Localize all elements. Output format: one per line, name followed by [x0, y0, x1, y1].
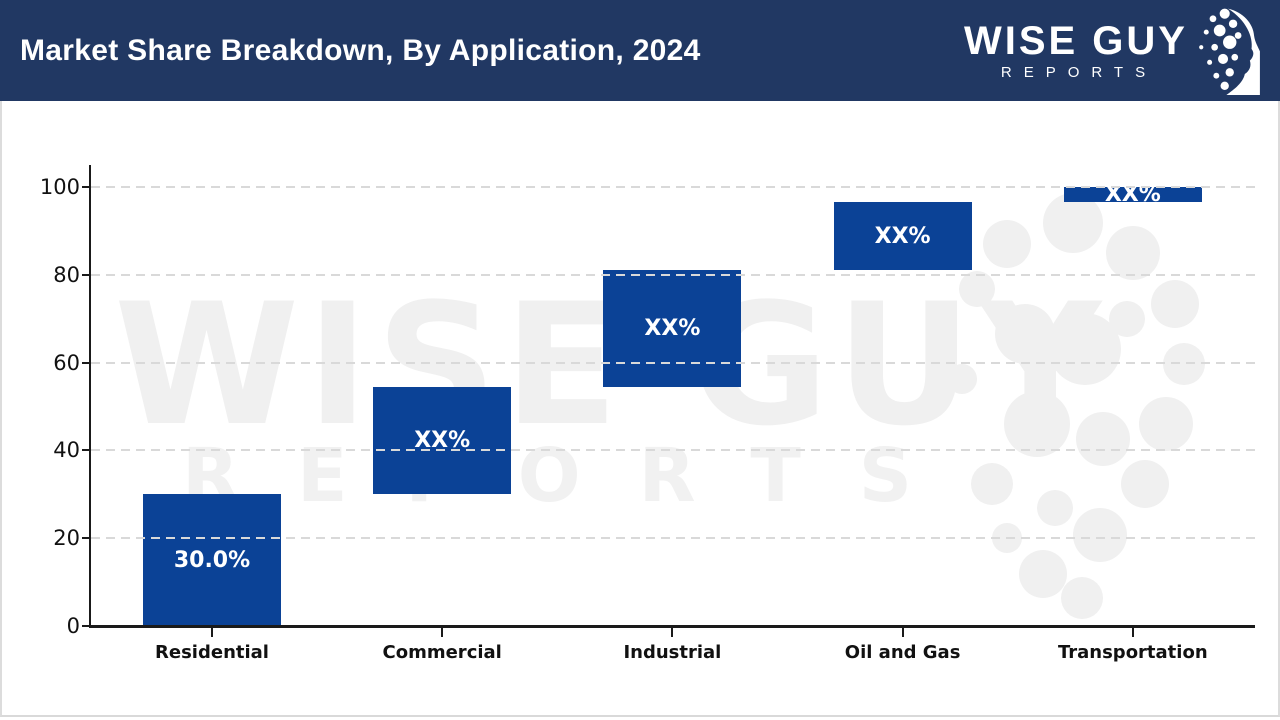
ytick-label: 0: [66, 614, 80, 638]
bar-value-label: 30.0%: [173, 547, 251, 573]
ytick-mark: [82, 361, 91, 364]
gridline-40: [91, 449, 1255, 452]
chart-container: WISE GUY REPORTS 0 20 40 60 80 100 30.0% Reside…: [0, 101, 1280, 717]
ytick-label: 20: [53, 526, 80, 551]
brand-logo: WISE GUY REPORTS: [964, 7, 1260, 95]
logo-name: WISE GUY: [963, 19, 1188, 63]
xtick-mark: [671, 628, 674, 637]
gridline-60: [91, 361, 1255, 364]
waterfall-chart: 0 20 40 60 80 100 30.0% Residential XX% Commercia…: [2, 101, 1278, 715]
ytick-mark: [82, 186, 91, 188]
xtick-label-1: Commercial: [382, 642, 502, 663]
xtick-label-2: Industrial: [623, 642, 722, 663]
ytick-label: 100: [39, 175, 80, 199]
ytick-label: 40: [53, 438, 80, 463]
xtick-label-3: Oil and Gas: [844, 642, 961, 663]
bar-industrial: XX%: [603, 270, 742, 387]
xtick-mark: [211, 628, 213, 637]
logo-face-icon: [1199, 8, 1260, 95]
page-title: Market Share Breakdown, By Application, …: [20, 33, 701, 67]
ytick-label: 60: [53, 350, 80, 375]
bar-transportation: XX%: [1063, 182, 1202, 207]
xtick-label-4: Transportation: [1057, 642, 1208, 663]
bar-value-label: XX%: [644, 316, 701, 342]
bar-residential: 30.0%: [143, 494, 281, 626]
x-axis-spine: [89, 625, 1255, 628]
xtick-mark: [1131, 628, 1134, 637]
ytick-mark: [82, 273, 91, 276]
bar-commercial: XX%: [373, 386, 512, 495]
watermark-face-icon: [947, 193, 1205, 619]
bar-value-label: XX%: [874, 223, 931, 249]
gridline-20: [91, 537, 1255, 540]
xtick-mark: [901, 628, 904, 637]
ytick-label: 80: [53, 262, 80, 287]
gridline-100: [91, 186, 1255, 188]
bar-oil-and-gas: XX%: [833, 202, 972, 271]
xtick-label-0: Residential: [155, 642, 269, 663]
logo-wordmark: WISE GUY REPORTS: [964, 20, 1188, 81]
gridline-80: [91, 273, 1255, 276]
header: Market Share Breakdown, By Application, …: [0, 0, 1280, 101]
y-axis-spine: [89, 165, 91, 628]
ytick-mark: [82, 625, 91, 627]
bar-value-label: XX%: [414, 428, 471, 453]
ytick-mark: [82, 537, 91, 540]
ytick-mark: [82, 449, 91, 452]
logo-subtext: REPORTS: [1000, 64, 1158, 81]
xtick-mark: [441, 628, 444, 637]
